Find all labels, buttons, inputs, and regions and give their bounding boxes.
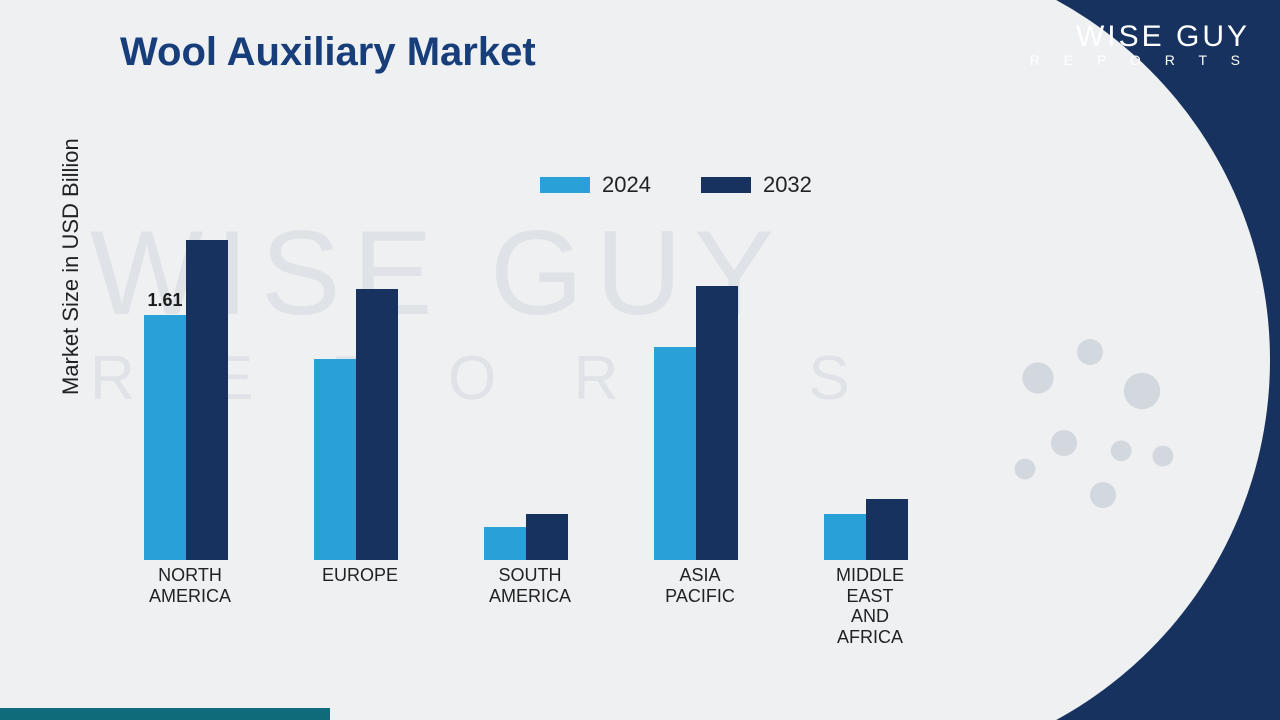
footer-accent-bar [0,708,330,720]
legend-swatch-2032 [701,177,751,193]
y-axis-label: Market Size in USD Billion [58,138,84,395]
bar [824,514,866,560]
bar [314,359,356,560]
legend: 2024 2032 [540,172,812,198]
stage: Wool Auxiliary Market WISE GUY R E P O R… [0,0,1280,720]
value-label: 1.61 [147,290,182,311]
category-label: NORTHAMERICA [130,565,250,606]
legend-label-2032: 2032 [763,172,812,198]
brand-line2: R E P O R T S [1030,52,1250,68]
brand-logo: WISE GUY R E P O R T S [1030,20,1250,68]
page-title: Wool Auxiliary Market [120,30,536,75]
bar [144,315,186,560]
legend-item-2024: 2024 [540,172,651,198]
category-label: ASIAPACIFIC [640,565,760,606]
legend-label-2024: 2024 [602,172,651,198]
brand-line1: WISE GUY [1030,20,1250,54]
bar [526,514,568,560]
legend-item-2032: 2032 [701,172,812,198]
category-label: MIDDLEEASTANDAFRICA [810,565,930,648]
bar [484,527,526,560]
bar [696,286,738,560]
bar [356,289,398,560]
bar-chart: 1.61 [110,210,980,560]
category-label: SOUTHAMERICA [470,565,590,606]
bar [866,499,908,560]
bar [186,240,228,560]
bar [654,347,696,560]
category-label: EUROPE [300,565,420,586]
legend-swatch-2024 [540,177,590,193]
